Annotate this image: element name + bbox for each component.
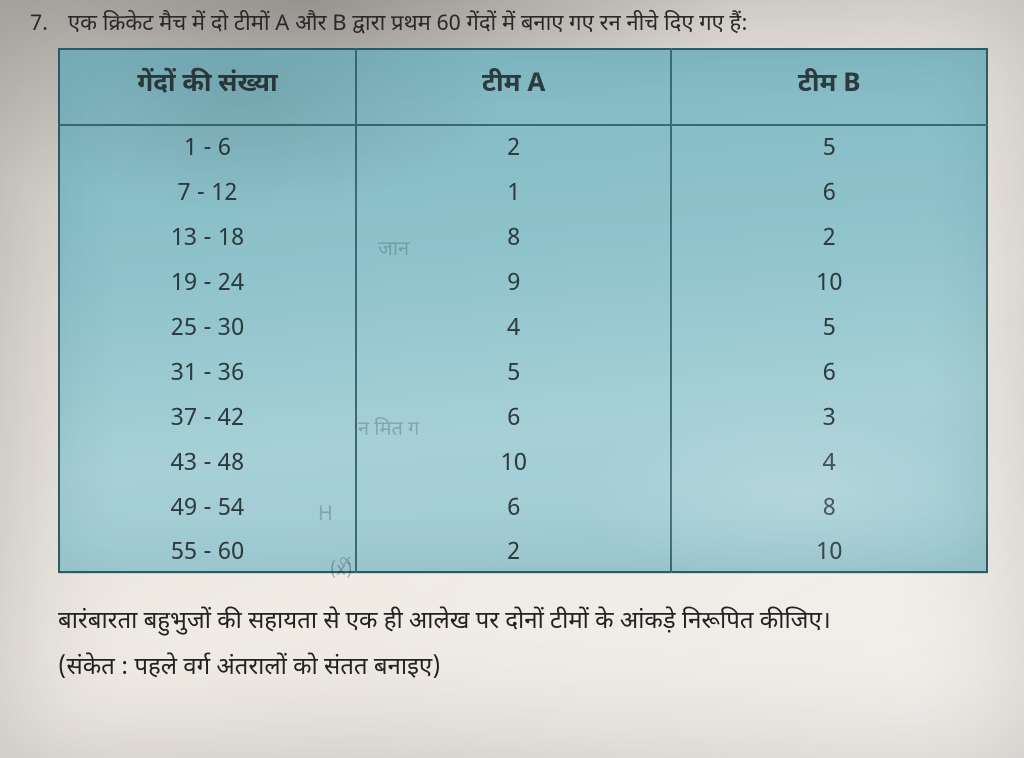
cell-team-b: 6 bbox=[671, 351, 987, 396]
cell-team-a: 6 bbox=[356, 396, 672, 441]
cell-team-a: 2 bbox=[356, 125, 672, 171]
table-row: 43 - 48 10 4 bbox=[59, 441, 987, 486]
col-header-team-b: टीम B bbox=[671, 49, 987, 125]
cell-team-a: 10 bbox=[356, 441, 672, 486]
table-row: 7 - 12 1 6 bbox=[59, 171, 987, 216]
hint-text: (संकेत : पहले वर्ग अंतरालों को संतत बनाइ… bbox=[58, 646, 994, 692]
cell-range: 37 - 42 bbox=[59, 396, 356, 441]
data-table: गेंदों की संख्या टीम A टीम B 1 - 6 2 5 7… bbox=[58, 48, 988, 573]
table-row: 55 - 60 2 10 bbox=[59, 531, 987, 572]
cell-range: 19 - 24 bbox=[59, 261, 356, 306]
cell-team-b: 5 bbox=[671, 306, 987, 351]
cell-team-b: 3 bbox=[671, 396, 987, 441]
table-row: 13 - 18 8 2 bbox=[59, 216, 987, 261]
table-row: 25 - 30 4 5 bbox=[59, 306, 987, 351]
question-number: 7. bbox=[30, 10, 48, 39]
cell-team-b: 4 bbox=[671, 441, 987, 486]
table-row: 31 - 36 5 6 bbox=[59, 351, 987, 396]
cell-team-a: 1 bbox=[356, 171, 672, 216]
ghost-text: (x) bbox=[330, 560, 352, 583]
cell-range: 43 - 48 bbox=[59, 441, 356, 486]
cell-range: 49 - 54 bbox=[59, 486, 356, 531]
cell-range: 55 - 60 bbox=[59, 531, 356, 572]
cell-team-b: 8 bbox=[671, 486, 987, 531]
data-table-wrap: गेंदों की संख्या टीम A टीम B 1 - 6 2 5 7… bbox=[58, 48, 988, 573]
cell-team-b: 5 bbox=[671, 125, 987, 171]
cell-range: 31 - 36 bbox=[59, 351, 356, 396]
cell-range: 7 - 12 bbox=[59, 171, 356, 216]
cell-team-a: 4 bbox=[356, 306, 672, 351]
cell-range: 1 - 6 bbox=[59, 125, 356, 171]
table-header-row: गेंदों की संख्या टीम A टीम B bbox=[59, 49, 987, 125]
cell-range: 13 - 18 bbox=[59, 216, 356, 261]
table-body: 1 - 6 2 5 7 - 12 1 6 13 - 18 8 2 19 - 24… bbox=[59, 125, 987, 572]
cell-team-a: 8 bbox=[356, 216, 672, 261]
col-header-team-a: टीम A bbox=[356, 49, 672, 125]
table-row: 19 - 24 9 10 bbox=[59, 261, 987, 306]
cell-team-a: 2 bbox=[356, 531, 672, 572]
instruction-text: बारंबारता बहुभुजों की सहायता से एक ही आल… bbox=[58, 600, 994, 646]
cell-range: 25 - 30 bbox=[59, 306, 356, 351]
col-header-balls: गेंदों की संख्या bbox=[59, 49, 356, 125]
cell-team-b: 6 bbox=[671, 171, 987, 216]
cell-team-b: 10 bbox=[671, 261, 987, 306]
cell-team-a: 9 bbox=[356, 261, 672, 306]
cell-team-b: 2 bbox=[671, 216, 987, 261]
instruction-block: बारंबारता बहुभुजों की सहायता से एक ही आल… bbox=[58, 600, 994, 691]
cell-team-a: 6 bbox=[356, 486, 672, 531]
page: 7. एक क्रिकेट मैच में दो टीमों A और B द्… bbox=[0, 0, 1024, 758]
table-row: 1 - 6 2 5 bbox=[59, 125, 987, 171]
cell-team-a: 5 bbox=[356, 351, 672, 396]
table-row: 49 - 54 6 8 bbox=[59, 486, 987, 531]
question-text: एक क्रिकेट मैच में दो टीमों A और B द्वार… bbox=[68, 10, 1004, 41]
cell-team-b: 10 bbox=[671, 531, 987, 572]
table-row: 37 - 42 6 3 bbox=[59, 396, 987, 441]
